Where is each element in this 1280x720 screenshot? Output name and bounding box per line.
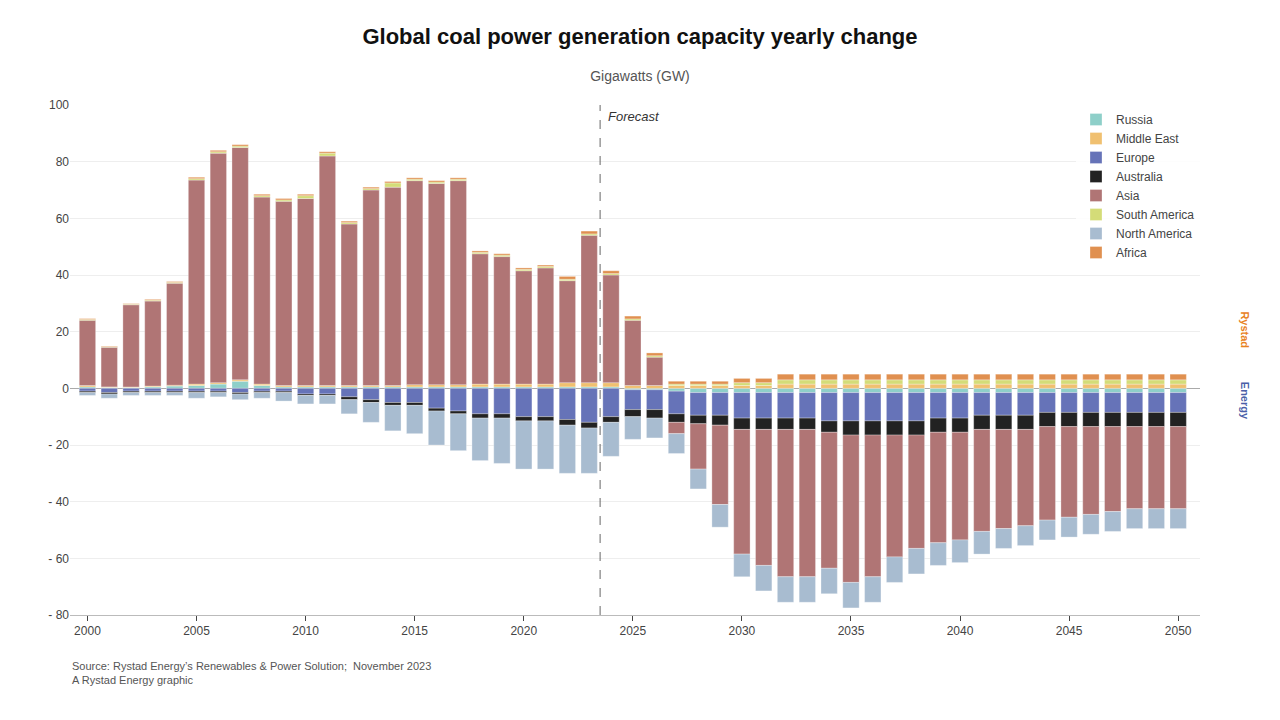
svg-text:Asia: Asia: [1116, 189, 1140, 203]
svg-text:100: 100: [49, 98, 69, 112]
svg-text:- 80: - 80: [48, 608, 69, 622]
svg-text:Source: Rystad Energy’s Renewa: Source: Rystad Energy’s Renewables & Pow…: [72, 660, 431, 686]
svg-text:2010: 2010: [292, 624, 319, 638]
svg-text:North America: North America: [1116, 227, 1192, 241]
svg-text:20: 20: [56, 325, 70, 339]
svg-text:Global coal power generation c: Global coal power generation capacity ye…: [362, 24, 917, 49]
svg-text:2005: 2005: [183, 624, 210, 638]
svg-text:Europe: Europe: [1116, 151, 1155, 165]
svg-text:40: 40: [56, 268, 70, 282]
svg-text:South America: South America: [1116, 208, 1194, 222]
svg-text:Australia: Australia: [1116, 170, 1163, 184]
svg-text:Russia: Russia: [1116, 113, 1153, 127]
svg-text:Gigawatts (GW): Gigawatts (GW): [590, 68, 690, 84]
svg-text:2025: 2025: [619, 624, 646, 638]
svg-text:- 20: - 20: [48, 438, 69, 452]
svg-text:Forecast: Forecast: [608, 109, 660, 124]
svg-text:- 60: - 60: [48, 552, 69, 566]
svg-text:Africa: Africa: [1116, 246, 1147, 260]
svg-text:60: 60: [56, 212, 70, 226]
svg-text:80: 80: [56, 155, 70, 169]
svg-text:2045: 2045: [1056, 624, 1083, 638]
svg-text:0: 0: [62, 382, 69, 396]
svg-text:2030: 2030: [729, 624, 756, 638]
svg-text:Rystad: Rystad: [1239, 311, 1251, 348]
svg-text:Energy: Energy: [1239, 382, 1251, 420]
svg-text:2040: 2040: [947, 624, 974, 638]
svg-text:Middle East: Middle East: [1116, 132, 1179, 146]
svg-text:2050: 2050: [1165, 624, 1192, 638]
svg-text:2035: 2035: [838, 624, 865, 638]
svg-text:2020: 2020: [510, 624, 537, 638]
svg-text:- 40: - 40: [48, 495, 69, 509]
svg-text:2000: 2000: [74, 624, 101, 638]
svg-text:2015: 2015: [401, 624, 428, 638]
